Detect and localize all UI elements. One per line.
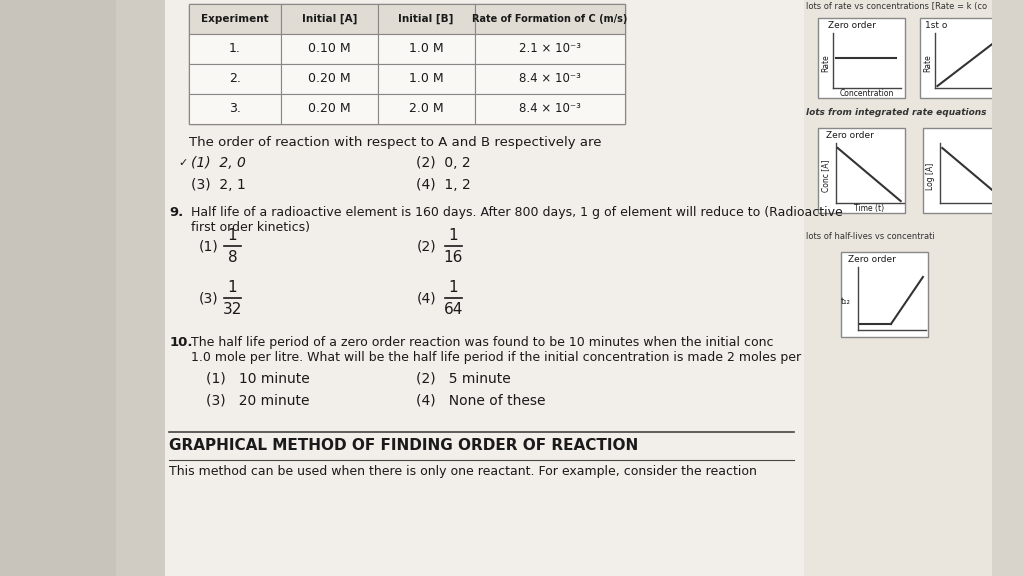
Text: 1.0 M: 1.0 M [409,73,443,85]
Text: lots of rate vs concentrations [Rate = k (co: lots of rate vs concentrations [Rate = k… [806,2,987,11]
Text: Time (t): Time (t) [854,204,884,213]
Text: Experiment: Experiment [201,14,268,24]
Bar [188,34,281,64]
Bar [474,4,625,34]
Text: Rate: Rate [924,54,932,72]
Text: 0.20 M: 0.20 M [308,103,350,116]
Text: (1): (1) [199,239,218,253]
Text: 3.: 3. [229,103,241,116]
Text: 1.: 1. [229,43,241,55]
Text: Zero order: Zero order [848,255,896,264]
Text: Conc [A]: Conc [A] [821,160,830,192]
Bar [378,4,474,34]
Text: Zero order: Zero order [826,131,873,140]
Bar [188,64,281,94]
Text: 1: 1 [449,229,458,244]
Text: 2.1 × 10⁻³: 2.1 × 10⁻³ [518,43,581,55]
Bar [281,4,378,34]
Bar [378,34,474,64]
Text: (2)   5 minute: (2) 5 minute [417,372,511,386]
Bar [378,64,474,94]
Bar [188,4,625,124]
Text: The half life period of a zero order reaction was found to be 10 minutes when th: The half life period of a zero order rea… [190,336,773,349]
Text: Concentration: Concentration [840,89,894,98]
Bar [818,128,905,213]
Bar [188,4,281,34]
Bar [920,18,1008,98]
Text: 1.0 mole per litre. What will be the half life period if the initial concentrati: 1.0 mole per litre. What will be the hal… [190,351,801,364]
Bar [474,34,625,64]
Text: The order of reaction with respect to A and B respectively are: The order of reaction with respect to A … [188,136,601,149]
Text: (3): (3) [199,291,218,305]
Text: 1st o: 1st o [925,21,947,30]
Text: Half life of a radioactive element is 160 days. After 800 days, 1 g of element w: Half life of a radioactive element is 16… [190,206,843,219]
Bar [474,64,625,94]
Text: Initial [B]: Initial [B] [398,14,454,24]
Text: 1: 1 [227,281,238,295]
Bar [281,34,378,64]
Text: (3)   20 minute: (3) 20 minute [206,394,310,408]
Bar [188,94,281,124]
Text: GRAPHICAL METHOD OF FINDING ORDER OF REACTION: GRAPHICAL METHOD OF FINDING ORDER OF REA… [170,438,639,453]
Text: (1)  2, 0: (1) 2, 0 [190,156,246,170]
Text: first order kinetics): first order kinetics) [190,221,310,234]
Bar [378,94,474,124]
Text: (4)   None of these: (4) None of these [417,394,546,408]
Bar [841,252,928,337]
Bar [923,128,1010,213]
Text: lots of half-lives vs concentrati: lots of half-lives vs concentrati [806,232,935,241]
Bar [818,18,905,98]
Text: This method can be used when there is only one reactant. For example, consider t: This method can be used when there is on… [170,465,758,478]
Text: 8: 8 [227,249,238,264]
Bar [165,0,804,576]
Text: 2.: 2. [229,73,241,85]
Text: Log [A]: Log [A] [926,162,935,190]
Text: ✓: ✓ [178,158,187,168]
Text: 0.10 M: 0.10 M [308,43,350,55]
Text: lots from integrated rate equations: lots from integrated rate equations [806,108,986,117]
Bar [804,0,991,576]
Text: t₁₂: t₁₂ [841,297,850,306]
Text: (2): (2) [417,239,436,253]
Text: 1: 1 [449,281,458,295]
Bar [281,64,378,94]
Text: Initial [A]: Initial [A] [302,14,357,24]
Text: 8.4 × 10⁻³: 8.4 × 10⁻³ [518,73,581,85]
Text: (3)  2, 1: (3) 2, 1 [190,178,246,192]
Bar [474,94,625,124]
Text: 32: 32 [223,301,242,316]
Bar [116,0,165,576]
Bar [0,0,165,576]
Text: (4)  1, 2: (4) 1, 2 [417,178,471,192]
Bar [281,94,378,124]
Text: 2.0 M: 2.0 M [409,103,443,116]
Text: 10.: 10. [170,336,193,349]
Text: Rate: Rate [821,54,830,72]
Text: 1.0 M: 1.0 M [409,43,443,55]
Text: 8.4 × 10⁻³: 8.4 × 10⁻³ [518,103,581,116]
Text: 9.: 9. [170,206,183,219]
Text: (2)  0, 2: (2) 0, 2 [417,156,471,170]
Text: 0.20 M: 0.20 M [308,73,350,85]
Text: 16: 16 [443,249,463,264]
Text: Rate of Formation of C (m/s): Rate of Formation of C (m/s) [472,14,628,24]
Text: 64: 64 [443,301,463,316]
Text: (1)   10 minute: (1) 10 minute [206,372,310,386]
Text: 1: 1 [227,229,238,244]
Text: (4): (4) [417,291,436,305]
Text: Zero order: Zero order [828,21,876,30]
